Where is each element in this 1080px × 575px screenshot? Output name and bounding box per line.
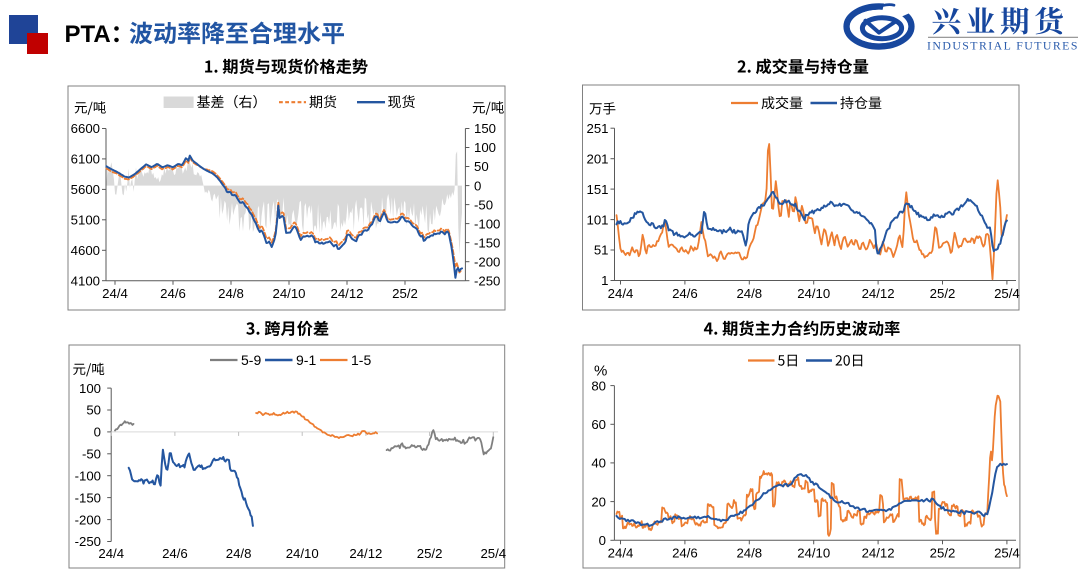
svg-text:60: 60 [591, 417, 606, 432]
svg-text:5100: 5100 [71, 213, 100, 228]
svg-text:25/2: 25/2 [930, 286, 956, 301]
svg-text:-50: -50 [474, 197, 493, 212]
svg-text:0: 0 [474, 178, 481, 193]
svg-text:24/8: 24/8 [736, 286, 762, 301]
svg-text:-150: -150 [75, 490, 101, 505]
svg-text:-100: -100 [75, 468, 101, 483]
svg-text:51: 51 [594, 243, 609, 258]
svg-text:25/4: 25/4 [994, 286, 1020, 301]
svg-text:1-5: 1-5 [351, 352, 371, 368]
svg-text:0: 0 [599, 533, 606, 548]
svg-text:24/6: 24/6 [672, 286, 698, 301]
svg-text:201: 201 [586, 151, 608, 166]
svg-text:24/8: 24/8 [736, 546, 762, 561]
svg-text:24/10: 24/10 [286, 546, 319, 561]
svg-text:24/6: 24/6 [162, 546, 188, 561]
svg-text:24/4: 24/4 [608, 286, 634, 301]
svg-text:100: 100 [79, 381, 101, 396]
svg-text:24/10: 24/10 [797, 286, 830, 301]
svg-text:24/4: 24/4 [98, 546, 124, 561]
svg-text:40: 40 [591, 456, 606, 471]
svg-text:0: 0 [94, 425, 101, 440]
svg-text:PTA: PTA [65, 21, 111, 48]
svg-text:20: 20 [591, 494, 606, 509]
svg-text:6100: 6100 [71, 152, 100, 167]
svg-text:-200: -200 [474, 254, 500, 269]
svg-text:25/2: 25/2 [392, 286, 418, 301]
svg-text:101: 101 [586, 212, 608, 227]
svg-text:80: 80 [591, 378, 606, 393]
svg-text:-50: -50 [82, 447, 101, 462]
svg-text:25/4: 25/4 [480, 546, 506, 561]
svg-text:24/8: 24/8 [226, 546, 252, 561]
svg-text:-150: -150 [474, 235, 500, 250]
svg-text:50: 50 [474, 159, 489, 174]
svg-text:150: 150 [474, 121, 496, 136]
svg-text:50: 50 [86, 403, 101, 418]
svg-text:100: 100 [474, 140, 496, 155]
svg-text:%: % [594, 363, 607, 380]
svg-text:-100: -100 [474, 216, 500, 231]
svg-text:-250: -250 [75, 534, 101, 549]
svg-text:INDUSTRIAL FUTURES: INDUSTRIAL FUTURES [927, 39, 1079, 53]
svg-text:-200: -200 [75, 512, 101, 527]
svg-text:24/6: 24/6 [160, 286, 186, 301]
svg-text:24/8: 24/8 [218, 286, 244, 301]
svg-text:24/10: 24/10 [272, 286, 305, 301]
svg-text:25/4: 25/4 [994, 546, 1020, 561]
svg-text:6600: 6600 [71, 121, 100, 136]
svg-text:251: 251 [586, 121, 608, 136]
svg-text:24/12: 24/12 [349, 546, 382, 561]
svg-text:4100: 4100 [71, 273, 100, 288]
svg-text:5600: 5600 [71, 182, 100, 197]
svg-text:-250: -250 [474, 273, 500, 288]
svg-text:1: 1 [601, 273, 608, 288]
svg-text:24/4: 24/4 [608, 546, 634, 561]
svg-text:151: 151 [586, 182, 608, 197]
svg-text:24/10: 24/10 [797, 546, 830, 561]
svg-text:9-1: 9-1 [296, 352, 316, 368]
svg-text:5-9: 5-9 [241, 352, 261, 368]
svg-text:24/12: 24/12 [330, 286, 363, 301]
svg-text:24/12: 24/12 [862, 546, 895, 561]
svg-text:24/6: 24/6 [672, 546, 698, 561]
svg-text:25/2: 25/2 [417, 546, 443, 561]
svg-text:25/2: 25/2 [930, 546, 956, 561]
svg-text:4600: 4600 [71, 243, 100, 258]
svg-text:24/4: 24/4 [102, 286, 128, 301]
svg-text:24/12: 24/12 [862, 286, 895, 301]
